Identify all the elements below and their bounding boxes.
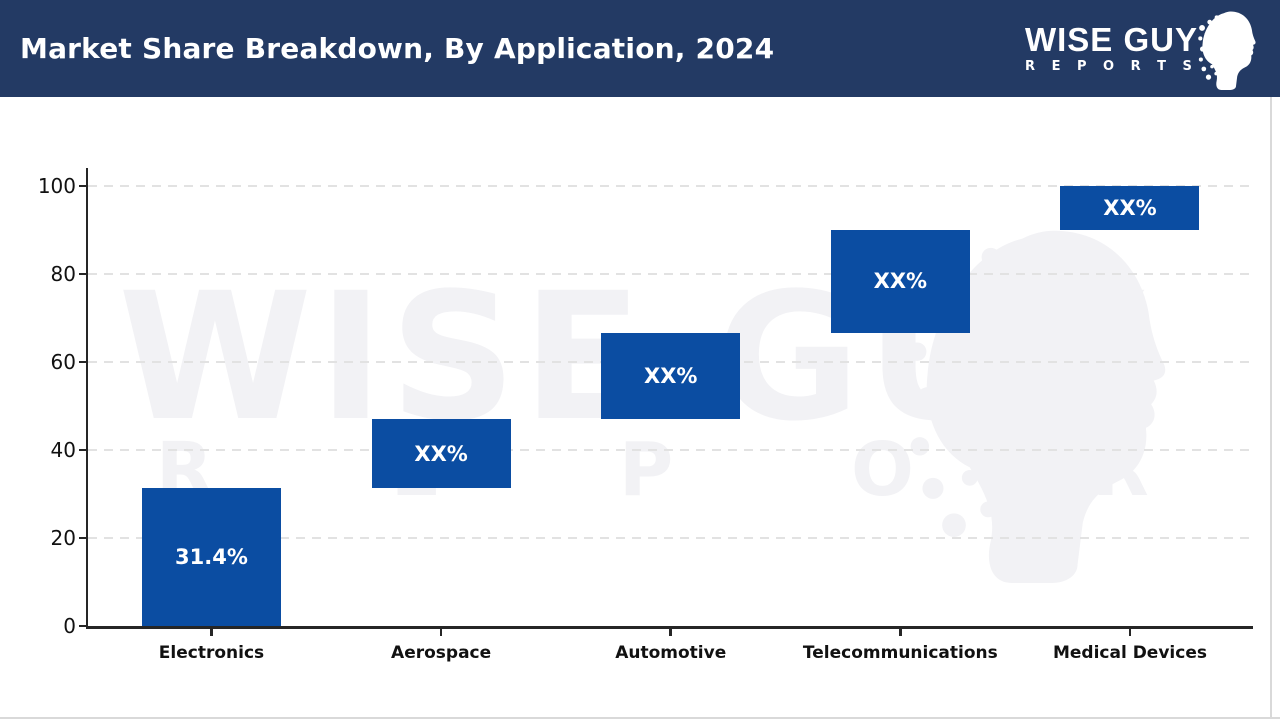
x-category-label: Electronics (158, 643, 265, 663)
x-category-label: Medical Devices (1052, 643, 1207, 663)
x-tick-4 (1128, 628, 1132, 636)
y-tick-label-20: 20 (50, 526, 76, 550)
frame-bottom-border (0, 717, 1280, 719)
bar-telecommunications: XX% (830, 230, 970, 333)
bar-medical-devices: XX% (1060, 186, 1200, 230)
y-tick-60 (79, 360, 87, 364)
logo-head-icon (1198, 11, 1256, 90)
brand-subtitle: R E P O R T S (1025, 59, 1198, 75)
y-tick-label-60: 60 (50, 350, 76, 374)
bar-value-label: XX% (414, 441, 468, 466)
bar-value-label: 31.4% (175, 544, 248, 569)
y-tick-0 (79, 624, 87, 628)
y-tick-label-100: 100 (37, 174, 76, 198)
y-tick-80 (79, 272, 87, 276)
chart-area: WISE GUY R E P O R T S 02040608010031.4%… (0, 97, 1280, 720)
y-tick-40 (79, 448, 87, 452)
x-tick-3 (899, 628, 902, 636)
bar-electronics: 31.4% (141, 487, 281, 626)
y-tick-label-80: 80 (50, 262, 76, 286)
watermark-head-icon (908, 230, 1166, 583)
brand-logo: WISE GUY R E P O R T S (1025, 8, 1266, 90)
bar-aerospace: XX% (371, 419, 511, 488)
gridline-80 (88, 273, 1253, 275)
bar-value-label: XX% (644, 364, 698, 389)
gridline-20 (88, 537, 1253, 539)
x-tick-2 (669, 628, 672, 636)
y-tick-100 (79, 184, 87, 188)
x-tick-1 (439, 628, 443, 636)
x-category-label: Telecommunications (802, 643, 998, 663)
gridline-100 (88, 185, 1253, 187)
x-tick-0 (210, 628, 213, 636)
y-tick-label-40: 40 (50, 438, 76, 462)
y-axis-spine (85, 168, 88, 629)
brand-logo-text: WISE GUY R E P O R T S (1024, 20, 1198, 75)
frame-right-border (1270, 97, 1272, 718)
y-tick-20 (79, 536, 87, 540)
page-title: Market Share Breakdown, By Application, … (20, 32, 775, 65)
bar-automotive: XX% (601, 332, 741, 420)
x-category-label: Automotive (615, 643, 727, 663)
waterfall-chart: 0 20 40 60 80 100 31.4% Electronics XX% Aerospace… (0, 97, 1280, 720)
brand-name: WISE GUY (1024, 20, 1198, 58)
x-axis-spine (85, 626, 1253, 629)
gridline-40 (88, 449, 1253, 451)
x-category-label: Aerospace (391, 643, 492, 663)
y-tick-label-0: 0 (63, 614, 76, 638)
header: Market Share Breakdown, By Application, … (0, 0, 1280, 97)
bar-value-label: XX% (873, 269, 928, 294)
bar-value-label: XX% (1103, 196, 1157, 220)
